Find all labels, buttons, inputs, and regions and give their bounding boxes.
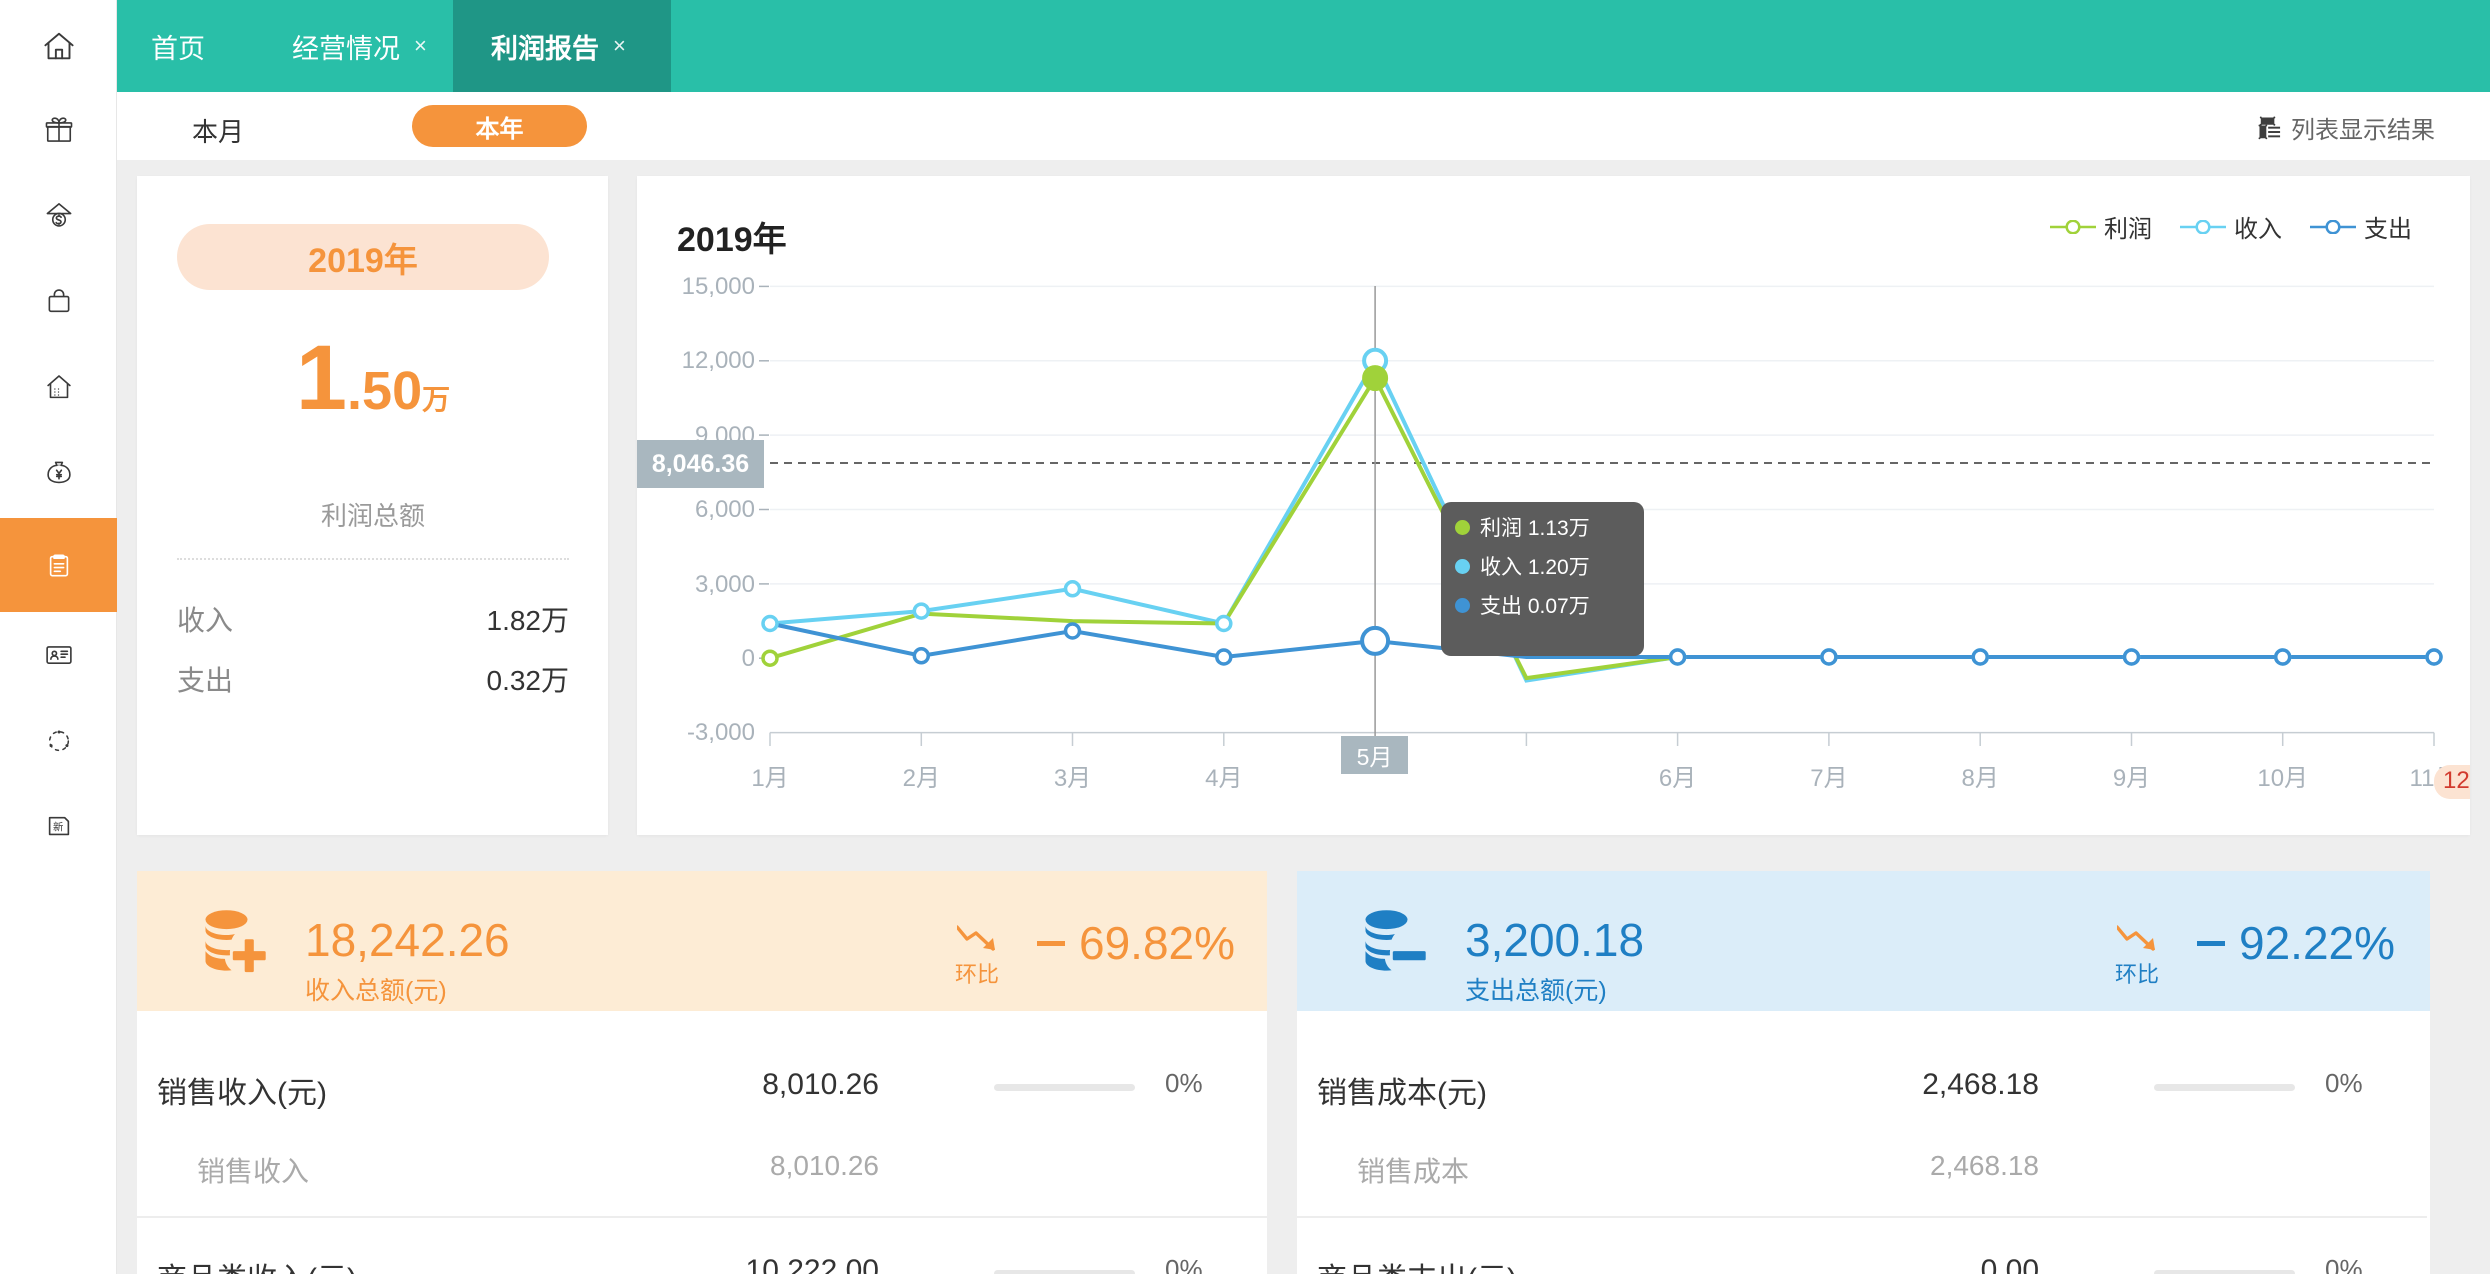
svg-text:12,000: 12,000 xyxy=(682,347,755,374)
svg-text:3,000: 3,000 xyxy=(695,571,755,598)
svg-text:4月: 4月 xyxy=(1205,765,1242,792)
svg-text:-3,000: -3,000 xyxy=(687,719,755,746)
svg-text:15,000: 15,000 xyxy=(682,273,755,300)
svg-text:6月: 6月 xyxy=(1659,765,1696,792)
svg-text:1月: 1月 xyxy=(751,765,788,792)
svg-text:0: 0 xyxy=(742,645,755,672)
svg-text:新: 新 xyxy=(53,820,63,833)
svg-text:12月: 12月 xyxy=(2443,767,2470,794)
svg-text:9月: 9月 xyxy=(2113,765,2150,792)
svg-text:6,000: 6,000 xyxy=(695,496,755,523)
svg-text:3月: 3月 xyxy=(1054,765,1091,792)
svg-text:7月: 7月 xyxy=(1810,765,1847,792)
svg-text:8月: 8月 xyxy=(1962,765,1999,792)
svg-text:10月: 10月 xyxy=(2257,765,2308,792)
svg-text:2月: 2月 xyxy=(903,765,940,792)
